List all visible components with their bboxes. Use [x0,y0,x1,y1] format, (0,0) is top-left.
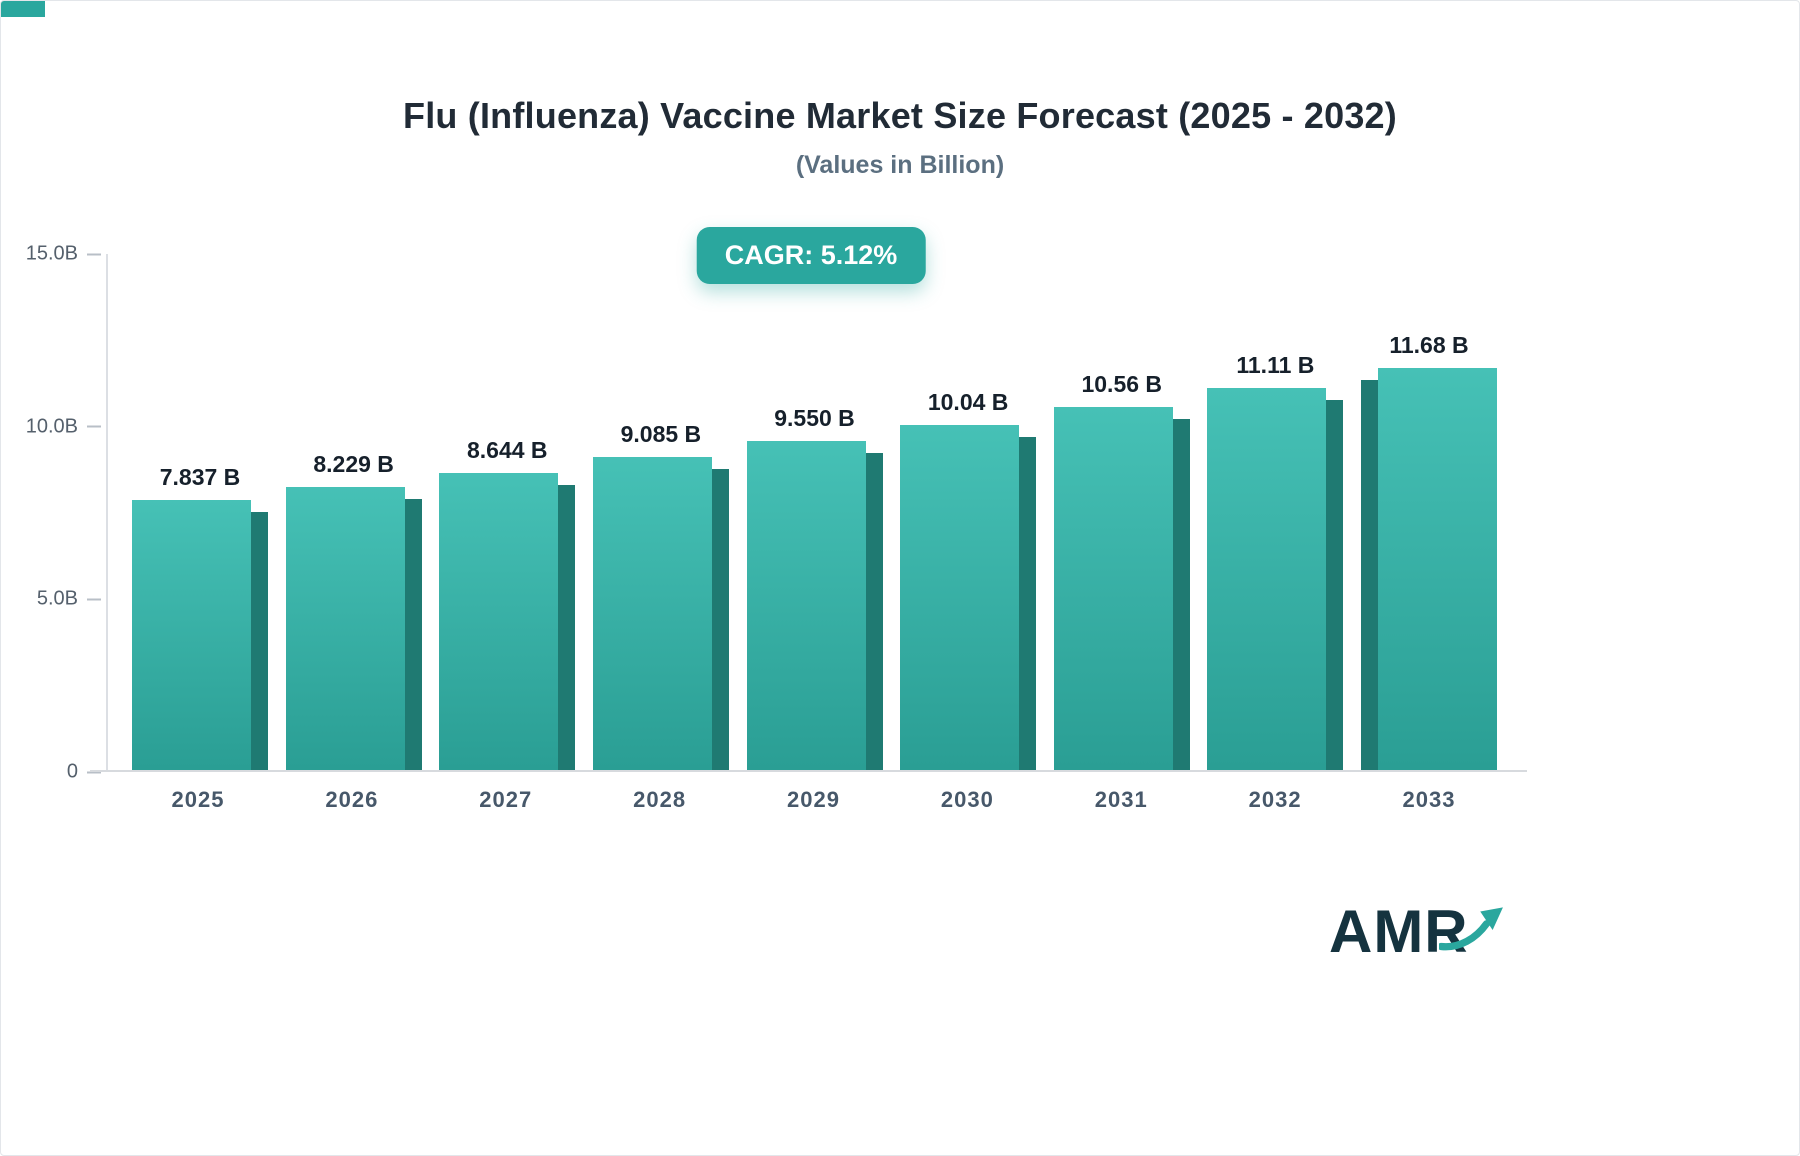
bar-front [746,441,866,770]
bar-value-label: 11.68 B [1389,332,1469,358]
bar-front [132,500,251,770]
y-tick: 5.0B [37,588,101,611]
y-tick-dash [87,771,101,773]
bar-side [251,512,268,770]
bar-side [404,499,422,770]
bar [285,487,422,770]
x-axis-label: 2030 [940,787,994,812]
x-axis-label: 2025 [171,787,225,812]
y-tick-label: 15.0B [25,242,78,265]
bar-group: 9.085 B [591,254,731,770]
x-axis-label: 2028 [633,787,687,812]
bar-group: 11.68 B [1359,254,1499,770]
bar-group: 8.229 B [284,254,424,770]
bar-side [711,469,729,770]
bar-value-label: 10.56 B [1081,371,1163,397]
bar-front [439,473,559,770]
bar-value-label: 8.229 B [313,451,394,477]
bar [132,500,268,770]
y-tick-dash [87,425,101,428]
bar-value-label: 10.04 B [927,389,1009,415]
bar-group: 8.644 B [437,254,577,770]
bar-front [900,425,1020,770]
bar-group: 10.04 B [898,254,1038,770]
bar-side [865,453,883,770]
x-axis-label: 2032 [1248,787,1302,812]
x-axis-line [90,770,1527,772]
x-axis-label: 2026 [325,787,379,812]
bar-front [592,457,712,770]
bar-front [1207,388,1327,770]
x-axis-row: 2025 2026 2027 2028 2029 2030 2031 2032 2033 [106,787,1521,813]
bar-side [1361,380,1378,770]
plot-area: 7.837 B 8.229 B 8.644 B 9.085 B 9.550 B 10.04… [108,254,1521,770]
y-tick: 0 [67,761,101,784]
bar [1361,368,1497,770]
bar-group: 9.550 B [745,254,885,770]
bar-side [1019,437,1037,770]
bar-side [1172,419,1190,770]
bar-front [285,487,405,770]
y-tick-label: 10.0B [25,415,78,438]
bar [1207,388,1344,770]
bar [439,473,576,770]
bar-group: 10.56 B [1052,254,1192,770]
y-tick-dash [87,598,101,601]
y-tick: 15.0B [26,243,101,266]
bar-group: 11.11 B [1205,254,1345,770]
bar [746,441,883,770]
trending-up-arrow-icon [1439,907,1503,951]
bar-group: 7.837 B [130,254,270,770]
bar [592,457,729,770]
x-axis-label: 2033 [1402,787,1456,812]
chart-subtitle: (Values in Billion) [795,151,1005,179]
y-tick-dash [87,253,101,255]
bar-front [1378,368,1497,770]
bar [900,425,1037,770]
brand-text: AMR [1329,898,1469,965]
x-axis-label: 2029 [787,787,840,812]
plot-wrap: 7.837 B 8.229 B 8.644 B 9.085 B 9.550 B 10.04… [90,254,1527,772]
bar-side [558,485,576,770]
bar-front [1053,407,1173,770]
cagr-badge: CAGR: 5.12% [696,227,926,284]
y-tick-label: 0 [66,760,78,783]
bar-value-label: 9.550 B [774,405,855,431]
chart-title: Flu (Influenza) Vaccine Market Size Fore… [403,95,1397,136]
bar-side [1326,400,1344,770]
bar-value-label: 9.085 B [620,421,702,447]
bar [1053,407,1190,770]
brand-logo: AMR [1329,897,1519,977]
x-axis-label: 2031 [1094,787,1148,812]
bar-value-label: 8.644 B [466,437,548,463]
bar-value-label: 11.11 B [1236,352,1315,378]
corner-accent [1,1,45,17]
y-axis-line [106,254,108,772]
y-tick-label: 5.0B [36,587,78,610]
y-axis: 15.0B 10.0B 5.0B 0 [1,243,101,783]
x-axis-label: 2027 [479,787,533,812]
bar-value-label: 7.837 B [159,464,241,490]
y-tick: 10.0B [26,415,101,438]
